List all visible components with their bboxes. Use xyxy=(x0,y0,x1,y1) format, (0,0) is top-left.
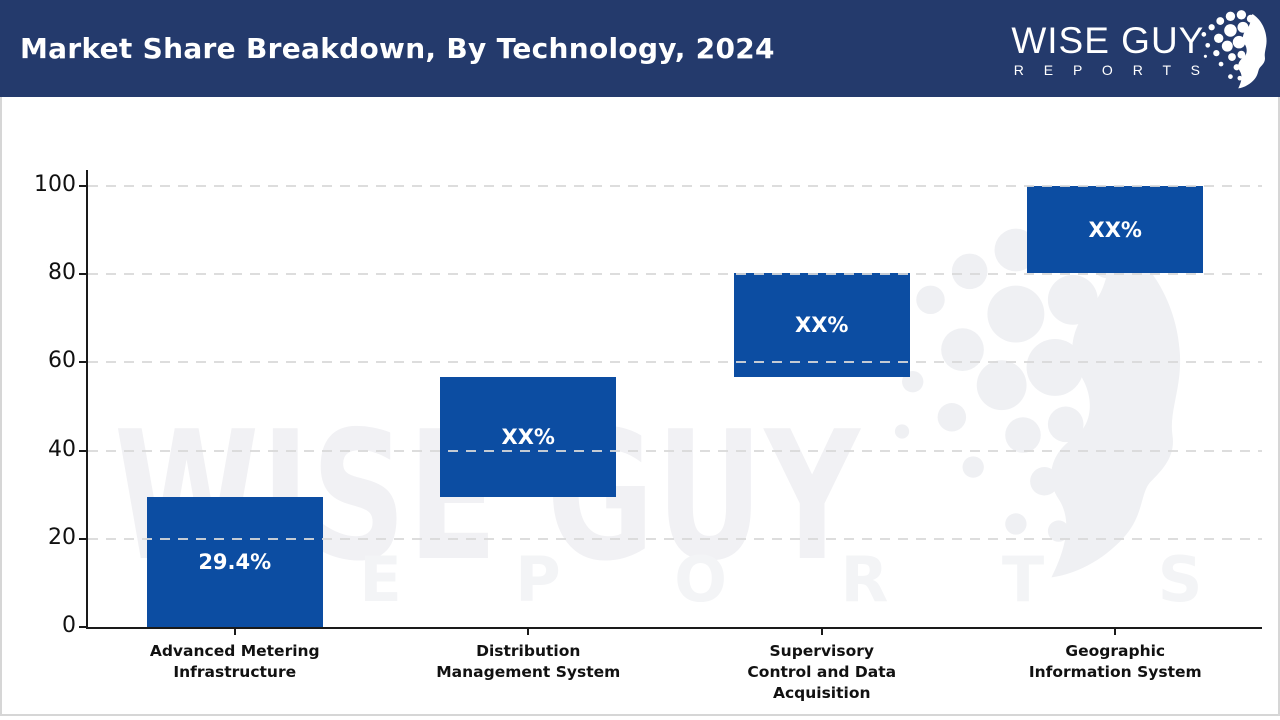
y-tick-label: 80 xyxy=(48,260,76,286)
y-tick-mark xyxy=(79,537,88,540)
page-title: Market Share Breakdown, By Technology, 2… xyxy=(20,32,775,65)
wise-guy-reports-logo: WISE GUY R E P O R T S xyxy=(1008,4,1268,96)
bar-value-label: XX% xyxy=(501,425,555,450)
x-tick-mark xyxy=(1114,629,1117,635)
x-axis-line xyxy=(86,627,1262,629)
x-tick-mark xyxy=(527,629,530,635)
logo-face-icon xyxy=(1201,10,1267,89)
bar-supervisory-control-and-data-acquisition: XX% xyxy=(733,273,910,378)
gridline xyxy=(88,449,1262,452)
x-category-label: Advanced Metering Infrastructure xyxy=(95,641,375,683)
y-tick-label: 40 xyxy=(48,436,76,462)
y-tick-mark xyxy=(79,449,88,452)
gridline xyxy=(88,361,1262,364)
x-tick-mark xyxy=(233,629,236,635)
y-tick-mark xyxy=(79,185,88,187)
y-tick-label: 60 xyxy=(48,348,76,374)
x-category-label-line: Advanced Metering xyxy=(149,642,320,660)
y-tick-label: 0 xyxy=(62,613,76,638)
x-category-label: Distribution Management System xyxy=(388,641,668,683)
gridline xyxy=(88,273,1262,276)
header-bar: Market Share Breakdown, By Technology, 2… xyxy=(0,0,1280,97)
bar-value-label: XX% xyxy=(1088,217,1142,242)
bar-advanced-metering-infrastructure: 29.4% xyxy=(146,497,323,627)
x-category-label-line: Acquisition xyxy=(772,684,871,702)
logo-subtitle: R E P O R T S xyxy=(1013,62,1208,78)
logo-wordmark: WISE GUY xyxy=(1011,20,1205,61)
bar-distribution-management-system: XX% xyxy=(440,377,617,498)
x-category-label-line: Management System xyxy=(436,663,621,681)
x-category-label-line: Information System xyxy=(1028,663,1202,681)
bar-value-label: XX% xyxy=(795,313,849,338)
y-tick-label: 20 xyxy=(48,524,76,550)
bar-value-label: 29.4% xyxy=(198,550,272,575)
bar-geographic-information-system: XX% xyxy=(1027,186,1204,274)
gridline xyxy=(88,185,1262,187)
x-category-label: Geographic Information System xyxy=(975,641,1255,683)
y-tick-mark xyxy=(79,273,88,276)
y-tick-mark xyxy=(79,361,88,364)
y-tick-label: 100 xyxy=(34,172,76,197)
x-category-label-line: Supervisory xyxy=(769,642,875,660)
x-category-label-line: Distribution xyxy=(476,642,581,660)
y-tick-mark xyxy=(79,626,88,628)
x-category-label-line: Control and Data xyxy=(747,663,897,681)
logo-text: WISE GUY R E P O R T S xyxy=(1008,20,1208,79)
x-category-label-line: Geographic xyxy=(1065,642,1166,660)
y-axis-line xyxy=(86,170,88,629)
x-category-label: Supervisory Control and Data Acquisition xyxy=(682,641,962,704)
x-tick-mark xyxy=(820,629,823,635)
gridline xyxy=(88,537,1262,540)
x-category-label-line: Infrastructure xyxy=(173,663,297,681)
